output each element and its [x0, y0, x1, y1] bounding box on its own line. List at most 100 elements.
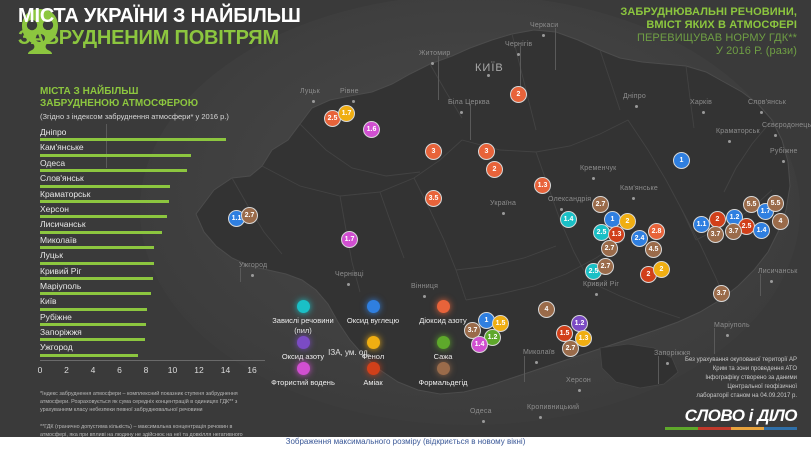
chart-bar: [40, 153, 192, 157]
map-marker[interactable]: 3.7: [725, 223, 742, 240]
map-marker[interactable]: 1.3: [575, 330, 592, 347]
map-marker[interactable]: 2.7: [597, 258, 614, 275]
map-city-dot: [539, 416, 542, 419]
legend-row: Фтористий водень Аміак Формальдегід: [268, 362, 478, 388]
nitrogen-dioxide-dot-icon: [436, 300, 450, 313]
image-caption[interactable]: Зображення максимального розміру (відкри…: [285, 437, 526, 446]
chart-bar: [40, 138, 226, 142]
map-marker[interactable]: 1.3: [608, 226, 625, 243]
title-line-2: ЗАБРУДНЕНИМ ПОВІТРЯМ: [18, 27, 279, 49]
map-city-label: КИЇВ: [475, 62, 504, 74]
legend-item-hydrogen-fluoride[interactable]: Фтористий водень: [268, 362, 338, 388]
chart-row: Запоріжжя: [40, 327, 265, 342]
chart-row: Маріуполь: [40, 281, 265, 296]
map-city-dot: [312, 100, 315, 103]
map-marker[interactable]: 2: [653, 261, 670, 278]
axis-tick: 0: [37, 364, 43, 375]
map-marker[interactable]: 1.3: [534, 177, 551, 194]
map-city-label: Дніпро: [623, 93, 646, 100]
logo-bar: [764, 427, 797, 430]
map-city-dot: [517, 53, 520, 56]
chart-bar-label: Одеса: [40, 157, 66, 168]
bar-chart: Дніпро Кам'янське Одеса Слов'янськ Краматорс…: [40, 127, 265, 358]
map-marker[interactable]: 2.7: [241, 207, 258, 224]
panel-title-line-2: ЗАБРУДНЕНОЮ АТМОСФЕРОЮ: [40, 98, 199, 109]
leader-line: [470, 104, 471, 140]
map-marker[interactable]: 2.7: [562, 340, 579, 357]
map-marker[interactable]: 2: [619, 213, 636, 230]
map-city-label: Житомир: [419, 50, 451, 57]
legend-item-nitrogen-oxide[interactable]: Оксид азоту: [268, 336, 338, 362]
map-marker[interactable]: 1.5: [492, 315, 509, 332]
map-marker[interactable]: 1.6: [363, 121, 380, 138]
map-marker[interactable]: 3.7: [707, 226, 724, 243]
map-city-dot: [592, 177, 595, 180]
axis-caption: ІЗА, ум. од.: [328, 347, 370, 357]
chart-x-axis: ІЗА, ум. од. 0 2 4 6 8 10 12 14 16: [37, 348, 370, 381]
panel-title-line-1: МІСТА З НАЙБІЛЬШ: [40, 86, 139, 97]
map-marker[interactable]: 3.7: [713, 285, 730, 302]
map-marker[interactable]: 5.5: [767, 195, 784, 212]
map-marker[interactable]: 1.4: [471, 336, 488, 353]
map-marker[interactable]: 4.5: [645, 241, 662, 258]
chart-bar-label: Маріуполь: [40, 280, 82, 291]
chart-row: Слов'янськ: [40, 173, 265, 188]
map-city-dot: [482, 420, 485, 423]
nitrogen-oxide-dot-icon: [296, 336, 310, 349]
chart-bar: [40, 215, 168, 219]
map-city-dot: [251, 274, 254, 277]
map-city-dot: [632, 197, 635, 200]
legend-label: Оксид азоту: [281, 352, 325, 361]
legend-item-soot[interactable]: Сажа: [408, 336, 478, 362]
map-marker[interactable]: 2.7: [592, 196, 609, 213]
legend-label: Діоксид азоту: [419, 316, 467, 325]
map-marker[interactable]: 3.5: [425, 190, 442, 207]
map-marker[interactable]: 2.8: [648, 223, 665, 240]
map-marker[interactable]: 3: [425, 143, 442, 160]
legend-item-nitrogen-dioxide[interactable]: Діоксид азоту: [408, 300, 478, 336]
map-city-label: Вінниця: [411, 283, 439, 290]
map-marker[interactable]: 1: [673, 152, 690, 169]
legend-item-suspended-particles[interactable]: Завислі речовини (пил): [268, 300, 338, 336]
map-marker[interactable]: 1.1: [693, 216, 710, 233]
map-marker[interactable]: 1.7: [338, 105, 355, 122]
map-marker[interactable]: 4: [772, 213, 789, 230]
map-city-dot: [560, 208, 563, 211]
legend-item-carbon-monoxide[interactable]: Оксид вуглецю: [338, 300, 408, 336]
map-city-label: Ужгород: [239, 262, 268, 269]
map-city-dot: [535, 361, 538, 364]
right-header-line-3: ПЕРЕВИЩУВАВ НОРМУ ГДК**: [636, 32, 797, 44]
map-marker[interactable]: 1.4: [753, 222, 770, 239]
axis-tick: 4: [90, 364, 96, 375]
legend-label: Формальдегід: [418, 378, 468, 387]
suspended-particles-dot-icon: [296, 300, 310, 313]
legend-item-formaldehyde[interactable]: Формальдегід: [408, 362, 478, 388]
chart-bar: [40, 246, 154, 250]
map-city-dot: [666, 362, 669, 365]
chart-row: Лисичанськ: [40, 219, 265, 234]
chart-row: Кривий Ріг: [40, 266, 265, 281]
axis-tick: 16: [247, 364, 257, 375]
map-city-label: Луцьк: [300, 88, 320, 95]
map-marker[interactable]: 4: [538, 301, 555, 318]
map-marker[interactable]: 2.7: [601, 240, 618, 257]
map-marker[interactable]: 1.7: [341, 231, 358, 248]
map-marker[interactable]: 2: [486, 161, 503, 178]
map-marker[interactable]: 2: [510, 86, 527, 103]
source-line-4: Центральної геофізичної: [727, 384, 797, 390]
legend-item-phenol[interactable]: Фенол: [338, 336, 408, 362]
chart-bar: [40, 199, 169, 203]
map-marker[interactable]: 3: [478, 143, 495, 160]
legend-item-ammonia[interactable]: Аміак: [338, 362, 408, 388]
leader-line: [438, 56, 439, 100]
map-marker[interactable]: 1.4: [560, 211, 577, 228]
map-marker[interactable]: 2.4: [631, 230, 648, 247]
map-marker[interactable]: 2.5: [593, 224, 610, 241]
footnote-1: *Індекс забруднення атмосфери – комплекс…: [40, 390, 238, 413]
phenol-dot-icon: [366, 336, 380, 349]
map-city-label: Миколаїв: [523, 349, 555, 356]
map-city-label: Чернігів: [505, 41, 533, 48]
map-marker[interactable]: 5.5: [743, 196, 760, 213]
source-note: Без урахування окупованої території АР К…: [685, 356, 797, 401]
